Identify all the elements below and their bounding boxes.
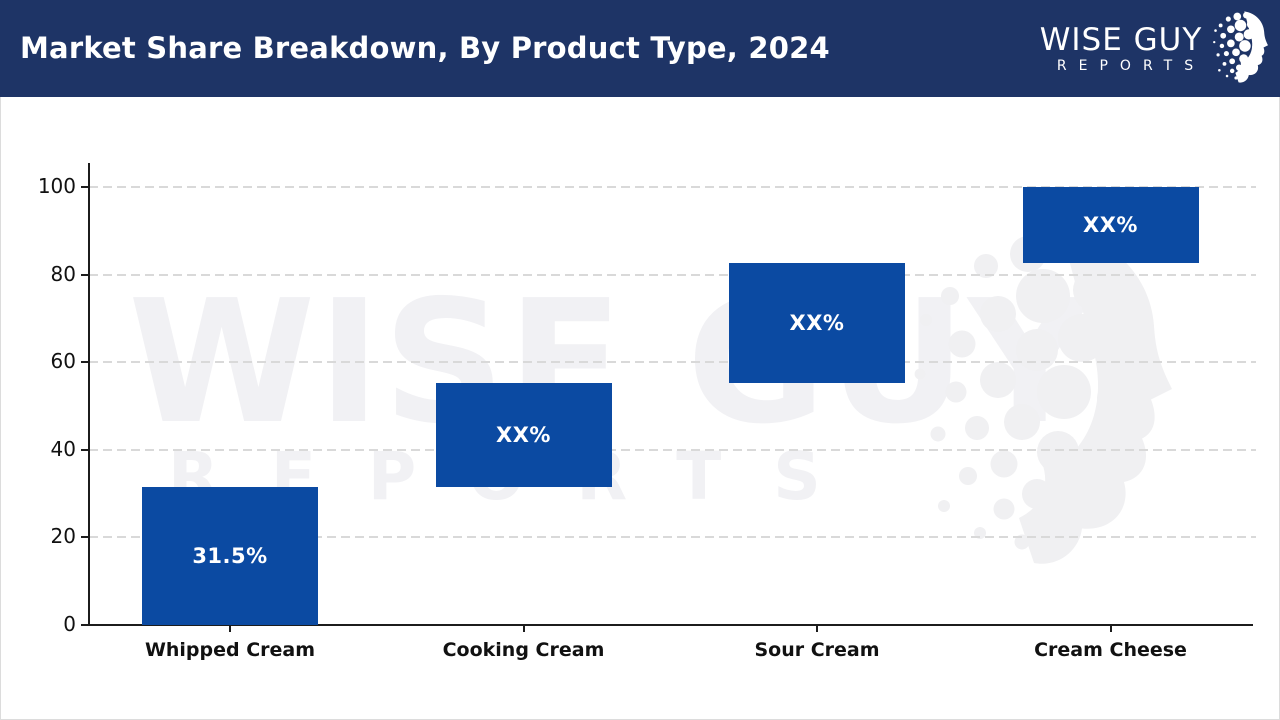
- y-axis-tick: [81, 361, 89, 364]
- gridline: [89, 536, 1256, 539]
- bar: XX%: [435, 382, 612, 488]
- y-axis-tick: [81, 186, 89, 188]
- bar-value-label: XX%: [789, 310, 845, 335]
- page-header: Market Share Breakdown, By Product Type,…: [0, 0, 1280, 97]
- logo-face-icon: [1213, 11, 1268, 83]
- gridline: [89, 186, 1256, 188]
- logo-subtext: REPORTS: [1056, 58, 1206, 74]
- chart-title: Market Share Breakdown, By Product Type,…: [20, 31, 830, 65]
- x-axis-line: [88, 624, 1253, 626]
- y-tick-label: 0: [63, 612, 76, 636]
- x-axis-tick: [229, 625, 231, 632]
- x-tick-label: Sour Cream: [754, 639, 880, 661]
- watermark-head-icon: [914, 230, 1172, 564]
- gridline: [89, 273, 1256, 276]
- brand-logo: WISE GUY REPORTS: [1036, 6, 1268, 94]
- bar-value-label: XX%: [1083, 212, 1138, 237]
- y-axis-line: [88, 163, 90, 625]
- y-tick-label: 20: [50, 524, 76, 549]
- bar: 31.5%: [142, 487, 318, 625]
- bar: XX%: [1022, 187, 1199, 263]
- y-tick-label: 60: [50, 349, 76, 374]
- gridline: [89, 448, 1256, 451]
- bar: XX%: [729, 262, 905, 383]
- x-tick-label: Cooking Cream: [442, 639, 605, 661]
- gridline: [89, 361, 1256, 364]
- x-axis-tick: [522, 625, 525, 632]
- y-tick-label: 80: [50, 261, 76, 286]
- y-tick-label: 100: [37, 174, 76, 198]
- y-tick-label: 40: [50, 436, 76, 461]
- y-axis-tick: [81, 273, 89, 276]
- bar-value-label: XX%: [496, 422, 551, 447]
- bar-value-label: 31.5%: [192, 544, 268, 568]
- y-axis-tick: [81, 448, 89, 451]
- x-axis-tick: [816, 625, 818, 632]
- x-axis-tick: [1109, 625, 1112, 632]
- y-axis-tick: [81, 536, 89, 539]
- y-axis-tick: [81, 624, 89, 626]
- logo-wordmark: WISE GUY: [1039, 22, 1203, 58]
- x-tick-label: Whipped Cream: [144, 639, 316, 661]
- x-tick-label: Cream Cheese: [1034, 639, 1187, 661]
